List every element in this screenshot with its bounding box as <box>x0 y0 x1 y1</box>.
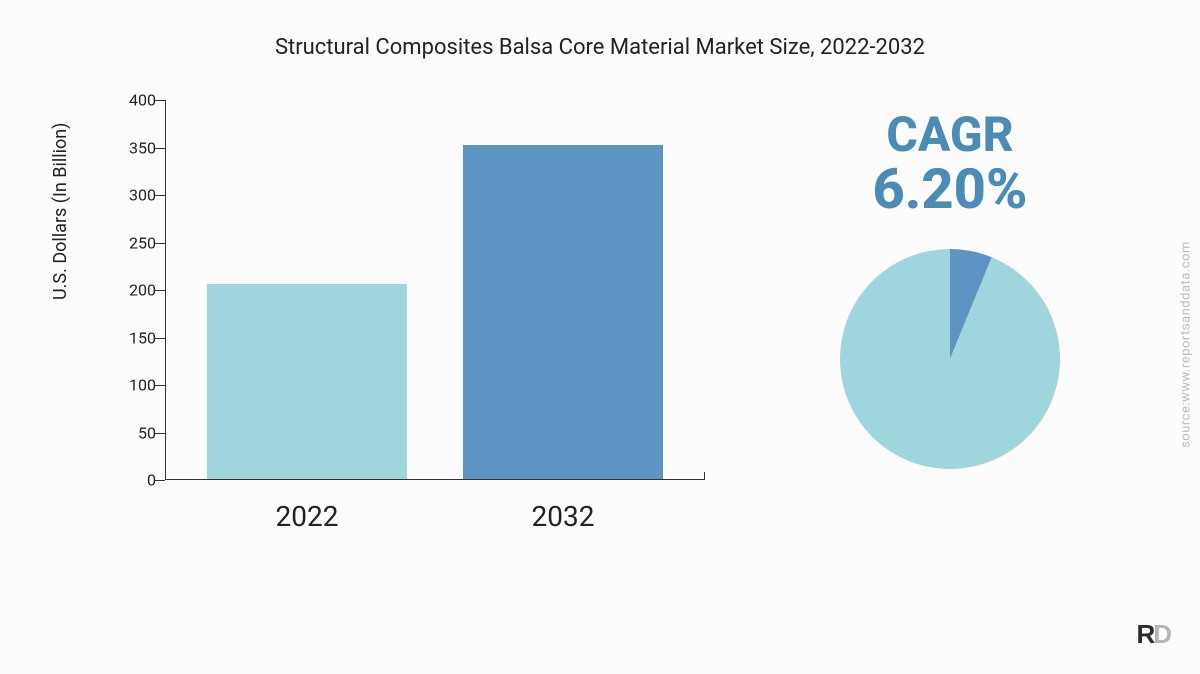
y-tick <box>155 433 165 434</box>
y-axis-line <box>165 100 166 480</box>
chart-title: Structural Composites Balsa Core Materia… <box>0 0 1200 60</box>
x-category-label: 2032 <box>463 500 663 533</box>
pie-slice <box>840 249 1060 469</box>
y-tick-label: 0 <box>68 471 156 490</box>
bar-2032 <box>463 145 663 479</box>
x-axis-end-cap <box>704 472 705 480</box>
y-tick <box>155 385 165 386</box>
y-tick <box>155 100 165 101</box>
y-tick <box>155 290 165 291</box>
bar-2022 <box>207 284 407 479</box>
y-tick-label: 200 <box>68 281 156 300</box>
y-tick <box>155 480 165 481</box>
x-category-label: 2022 <box>207 500 407 533</box>
y-tick <box>155 148 165 149</box>
bar-plot-area <box>165 100 705 480</box>
y-tick <box>155 338 165 339</box>
cagr-panel: CAGR 6.20% <box>760 100 1140 580</box>
y-tick-label: 350 <box>68 138 156 157</box>
y-tick-label: 100 <box>68 376 156 395</box>
y-tick <box>155 243 165 244</box>
y-tick-label: 250 <box>68 233 156 252</box>
brand-logo: RD <box>1136 619 1170 650</box>
content-row: U.S. Dollars (In Billion) 05010015020025… <box>0 100 1200 580</box>
cagr-value: 6.20% <box>760 160 1140 219</box>
x-axis-line <box>165 479 705 480</box>
logo-d: D <box>1153 619 1170 649</box>
y-tick-label: 50 <box>68 423 156 442</box>
pie-svg <box>840 249 1060 469</box>
y-tick-label: 300 <box>68 186 156 205</box>
y-tick-label: 400 <box>68 91 156 110</box>
logo-r: R <box>1136 619 1153 649</box>
bar-chart: U.S. Dollars (In Billion) 05010015020025… <box>60 100 760 580</box>
y-tick-label: 150 <box>68 328 156 347</box>
cagr-label: CAGR <box>760 110 1140 160</box>
y-tick <box>155 195 165 196</box>
source-attribution: source:www.reportsanddata.com <box>1179 241 1194 448</box>
pie-chart <box>760 249 1140 469</box>
